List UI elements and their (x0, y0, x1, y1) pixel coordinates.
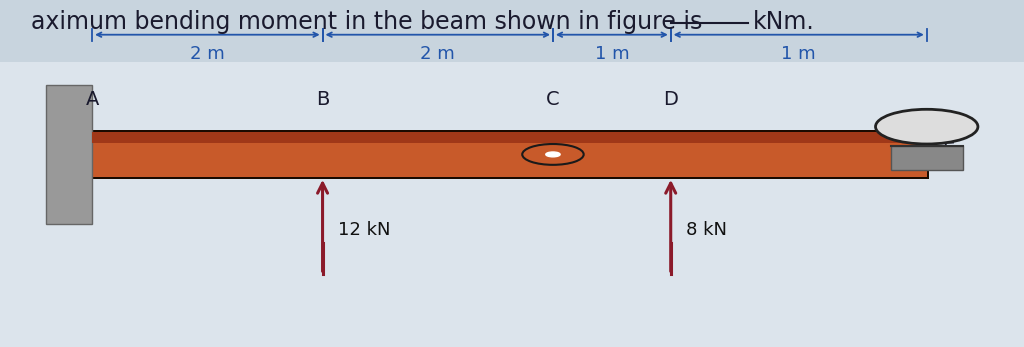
Text: 12 kN: 12 kN (338, 221, 390, 239)
Text: kNm.: kNm. (753, 10, 814, 34)
Text: E: E (942, 142, 954, 160)
Bar (90, 130, 929, 179)
Bar (92, 132, 927, 177)
Text: 2 m: 2 m (421, 45, 455, 63)
Text: 1 m: 1 m (595, 45, 629, 63)
Bar (0, 0, 1024, 62)
Text: A: A (85, 90, 99, 109)
Bar (891, 146, 963, 170)
Bar (46, 85, 92, 224)
Bar (0, 62, 1024, 347)
Text: 1 m: 1 m (781, 45, 816, 63)
Text: 8 kN: 8 kN (686, 221, 727, 239)
Text: 2 m: 2 m (190, 45, 224, 63)
Bar (92, 132, 927, 143)
Circle shape (876, 109, 978, 144)
Circle shape (522, 144, 584, 165)
Circle shape (546, 152, 560, 157)
Text: C: C (546, 90, 560, 109)
Text: B: B (315, 90, 330, 109)
Text: D: D (664, 90, 678, 109)
Text: aximum bending moment in the beam shown in figure is: aximum bending moment in the beam shown … (31, 10, 702, 34)
